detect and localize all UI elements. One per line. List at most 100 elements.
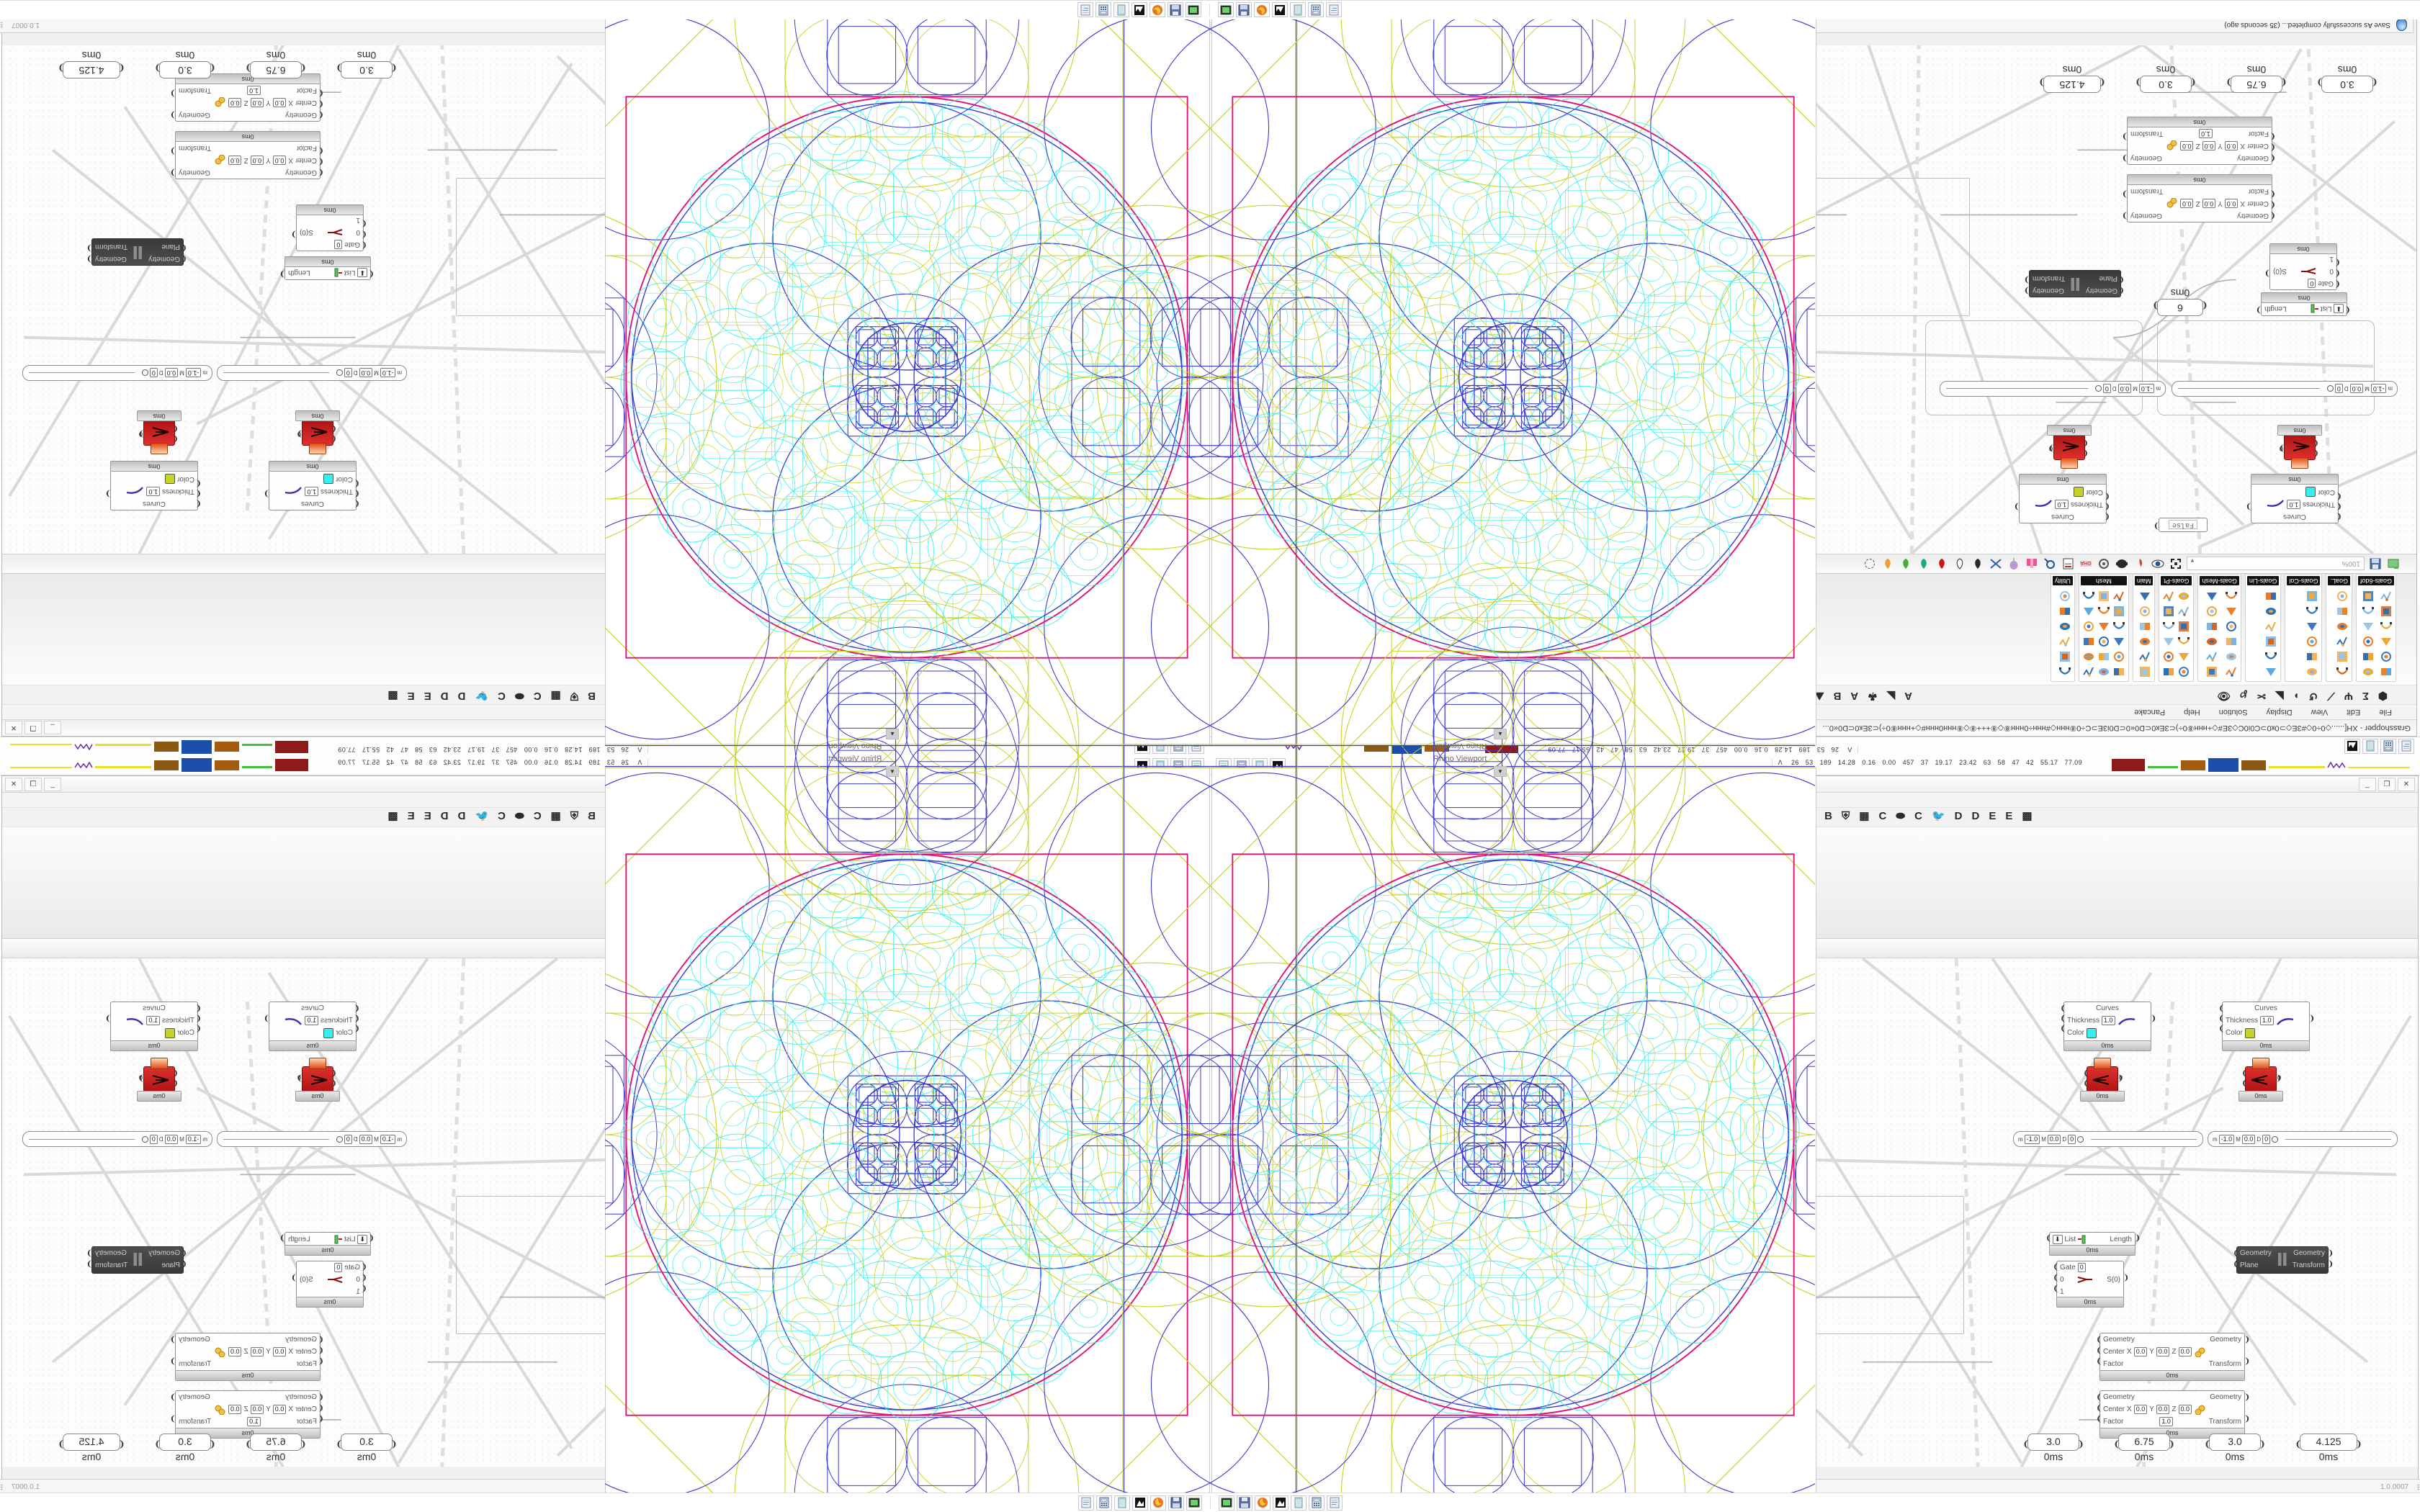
component-port[interactable]: ❨ <box>317 1336 324 1344</box>
output-port[interactable]: ❩ <box>154 63 162 73</box>
custom-preview-component[interactable]: Curves Thickness 1.0 Color 0ms ❨❨❨❩ <box>105 1002 202 1051</box>
calculator-icon[interactable] <box>2380 739 2396 754</box>
center-x[interactable]: 0.0 <box>272 98 287 107</box>
tab-glyph[interactable]: ▩ <box>387 690 398 702</box>
component-port[interactable]: ❨ <box>330 1069 337 1078</box>
slider-track[interactable] <box>2280 1135 2393 1143</box>
ribbon-icon[interactable] <box>2205 634 2219 649</box>
number-panel[interactable]: ❨ 3.0 ❩ 0ms <box>2316 64 2378 93</box>
ribbon-icon[interactable] <box>2177 665 2191 679</box>
tab-glyph[interactable]: ⟋ <box>2327 690 2335 702</box>
component-port[interactable]: ❩ <box>279 269 286 278</box>
flatten-icon[interactable]: ⬇ <box>357 268 367 277</box>
text-editor-icon[interactable] <box>1077 1495 1094 1511</box>
component-port[interactable]: ❩ <box>2150 1014 2157 1023</box>
output-port[interactable]: ❩ <box>245 63 253 73</box>
component-port[interactable]: ❨ <box>353 479 360 487</box>
slider-min[interactable]: -1.0 <box>380 1134 396 1144</box>
slider-knob[interactable] <box>2272 1135 2279 1143</box>
tab-glyph[interactable]: C <box>1878 810 1887 822</box>
component-port[interactable]: ❩ <box>296 429 303 438</box>
tab-glyph[interactable]: ⬬ <box>514 690 524 702</box>
output-port[interactable]: ❩ <box>2167 1439 2175 1449</box>
component-port[interactable]: ❨ <box>330 424 337 433</box>
ribbon-icon[interactable] <box>2097 649 2111 664</box>
component-port[interactable]: ❩ <box>2121 189 2128 198</box>
component-port[interactable]: ❨ <box>317 110 324 119</box>
input-port[interactable]: ❨ <box>117 63 125 73</box>
menu-item-solution[interactable]: Solution <box>2218 708 2248 716</box>
ribbon-icon[interactable] <box>2305 604 2319 618</box>
text-editor-icon[interactable] <box>1326 1495 1343 1511</box>
ribbon-icon[interactable] <box>2138 665 2152 679</box>
output-port[interactable]: ❩ <box>2226 77 2233 88</box>
firefox-icon[interactable] <box>1254 2 1270 18</box>
center-y[interactable]: 0.0 <box>2202 141 2216 150</box>
minimize-button[interactable]: _ <box>44 721 61 734</box>
ribbon-group-label[interactable]: Main <box>2134 576 2154 585</box>
component-port[interactable]: ❩ <box>296 1074 303 1083</box>
slider-min[interactable]: -1.0 <box>185 368 202 378</box>
calculator-icon[interactable] <box>1308 2 1325 18</box>
canvas-toolbar[interactable]: 100% ▼ GHA <box>1212 554 2416 573</box>
error-component[interactable]: 0 0ms ❨❨❩ <box>2277 425 2322 469</box>
firefox-icon[interactable] <box>1254 1495 1270 1511</box>
ribbon-icon[interactable] <box>2305 665 2319 679</box>
ribbon-icon[interactable] <box>2112 634 2126 649</box>
maximize-button[interactable]: ❐ <box>24 778 42 791</box>
ribbon-group-label[interactable]: Goals-Lin <box>2246 576 2280 585</box>
input-port[interactable]: ❨ <box>2204 1439 2212 1449</box>
slider-max[interactable]: 0.0 <box>2241 1134 2256 1144</box>
ribbon-icon[interactable] <box>2097 619 2111 634</box>
output-port[interactable]: ❩ <box>2076 1439 2084 1449</box>
tab-glyph[interactable]: D <box>1971 810 1980 822</box>
factor-value[interactable]: 1.0 <box>2199 129 2213 138</box>
tab-glyph[interactable]: E <box>424 810 431 822</box>
balloon-icon[interactable] <box>2007 557 2021 571</box>
tab-glyph[interactable]: D <box>440 690 449 702</box>
widget-icon[interactable] <box>2115 557 2129 571</box>
tab-glyph[interactable]: ⛨ <box>1841 810 1850 822</box>
error-component[interactable]: 0 0ms ❨❨❩ <box>295 1058 340 1102</box>
component-port[interactable]: ❨ <box>2096 1415 2103 1423</box>
ribbon-icon[interactable] <box>2335 589 2349 603</box>
component-port[interactable]: ❨ <box>2233 1260 2240 1269</box>
tab-glyph[interactable]: ▩ <box>387 810 398 822</box>
maximize-button[interactable]: ❐ <box>2378 778 2396 791</box>
tab-glyph[interactable]: ◗ <box>2293 690 2300 702</box>
text-editor-icon[interactable] <box>1077 2 1094 18</box>
input-port[interactable]: ❨ <box>390 63 398 73</box>
ribbon-icon[interactable] <box>2177 619 2191 634</box>
component-port[interactable]: ❨ <box>180 1249 187 1258</box>
component-port[interactable]: ❨ <box>194 1025 202 1033</box>
rhino-viewport-top-right[interactable] <box>1211 10 1816 746</box>
image-viewer-icon[interactable] <box>2344 739 2360 754</box>
component-port[interactable]: ❩ <box>169 146 176 155</box>
global-taskbar[interactable] <box>0 1493 2420 1512</box>
ribbon-group-label[interactable]: Goals-6dof <box>2357 576 2394 585</box>
rhino-viewport-top-left[interactable] <box>605 10 1210 746</box>
ribbon-icon[interactable] <box>2361 619 2375 634</box>
ribbon-icon[interactable] <box>2305 589 2319 603</box>
color-swatch[interactable] <box>165 1027 176 1038</box>
slider-max[interactable]: 0.0 <box>2118 384 2132 394</box>
tab-glyph[interactable]: ◣ <box>2275 690 2284 702</box>
slider-max[interactable]: 0.0 <box>359 368 373 378</box>
component-port[interactable]: ❨ <box>317 1415 324 1423</box>
color-swatch[interactable] <box>323 1027 334 1038</box>
floppy-save-icon[interactable] <box>1168 2 1184 18</box>
ribbon-icon[interactable] <box>2177 634 2191 649</box>
terminal-icon[interactable] <box>1186 2 1202 18</box>
tab-glyph[interactable]: A <box>1904 690 1912 702</box>
tab-glyph[interactable]: B <box>1833 690 1842 702</box>
input-port[interactable]: ❨ <box>2022 1439 2030 1449</box>
slider-min[interactable]: -1.0 <box>380 368 396 378</box>
component-port[interactable]: ❩ <box>2278 444 2285 452</box>
gate-value[interactable]: 0 <box>334 240 343 249</box>
component-port[interactable]: ❨ <box>2096 1346 2103 1355</box>
number-panel[interactable]: ❨ 3.0 ❩ 0ms <box>336 1434 398 1462</box>
flatten-icon[interactable]: ⬇ <box>2053 1235 2063 1244</box>
slider-value[interactable]: 0 <box>2262 1134 2271 1144</box>
